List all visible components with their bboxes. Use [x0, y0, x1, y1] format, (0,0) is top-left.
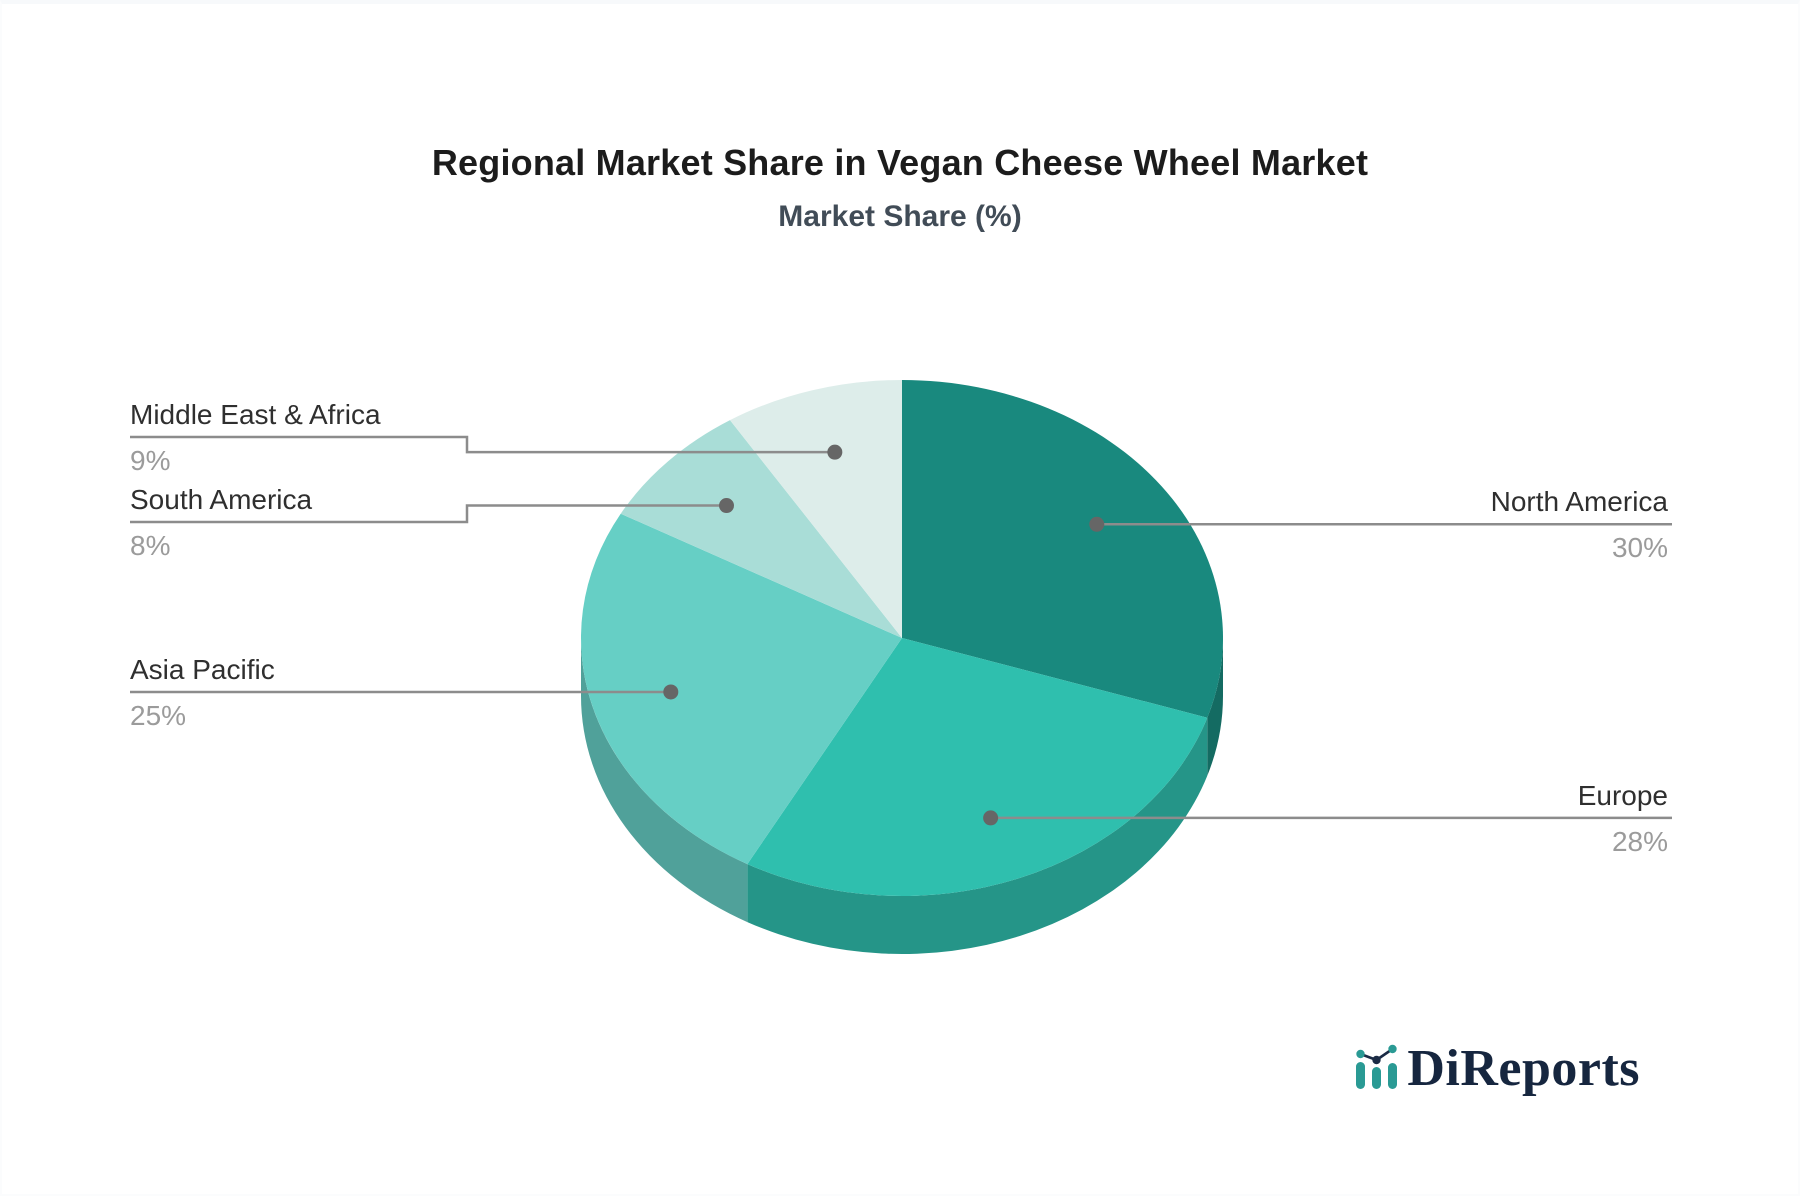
leader-dot-asia-pacific	[663, 684, 679, 700]
pie-slice-south-america[interactable]	[620, 420, 902, 638]
leader-dot-europe	[983, 810, 999, 826]
pie-label-asia-pacific: Asia Pacific	[130, 654, 275, 685]
leader-dot-south-america	[719, 498, 735, 514]
pie-value-europe: 28%	[1611, 826, 1668, 857]
pie-label-europe: Europe	[1577, 780, 1668, 811]
pie-value-north-america: 30%	[1611, 532, 1668, 563]
brand-logo-text: DiReports	[1407, 1039, 1640, 1097]
brand-logo: DiReports	[1355, 1032, 1640, 1104]
pie-slice-asia-pacific[interactable]	[581, 513, 902, 865]
pie-slice-middle-east-and-africa[interactable]	[729, 380, 902, 638]
bar-chart-with-trendline-icon	[1356, 1044, 1398, 1089]
chart-subtitle: Market Share (%)	[778, 200, 1022, 233]
pie-slice-side-asia-pacific	[581, 638, 748, 923]
pie-slice-side-north-america	[1207, 638, 1223, 776]
leader-dot-north-america	[1089, 516, 1105, 532]
pie-chart	[130, 380, 1672, 954]
pie-value-south-america: 8%	[130, 530, 171, 561]
pie-slice-side-europe	[747, 717, 1208, 954]
pie-label-middle-east-and-africa: Middle East & Africa	[130, 399, 381, 430]
leader-line-south-america	[130, 504, 727, 524]
leader-line-middle-east-and-africa	[130, 435, 835, 454]
pie-label-south-america: South America	[130, 484, 313, 515]
leader-dot-middle-east-and-africa	[827, 444, 843, 460]
chart-title: Regional Market Share in Vegan Cheese Wh…	[431, 142, 1369, 183]
pie-label-north-america: North America	[1490, 486, 1668, 517]
pie-value-asia-pacific: 25%	[130, 700, 187, 731]
pie-slice-north-america[interactable]	[902, 380, 1223, 718]
pie-value-middle-east-and-africa: 9%	[130, 445, 171, 476]
pie-slice-europe[interactable]	[747, 638, 1208, 896]
